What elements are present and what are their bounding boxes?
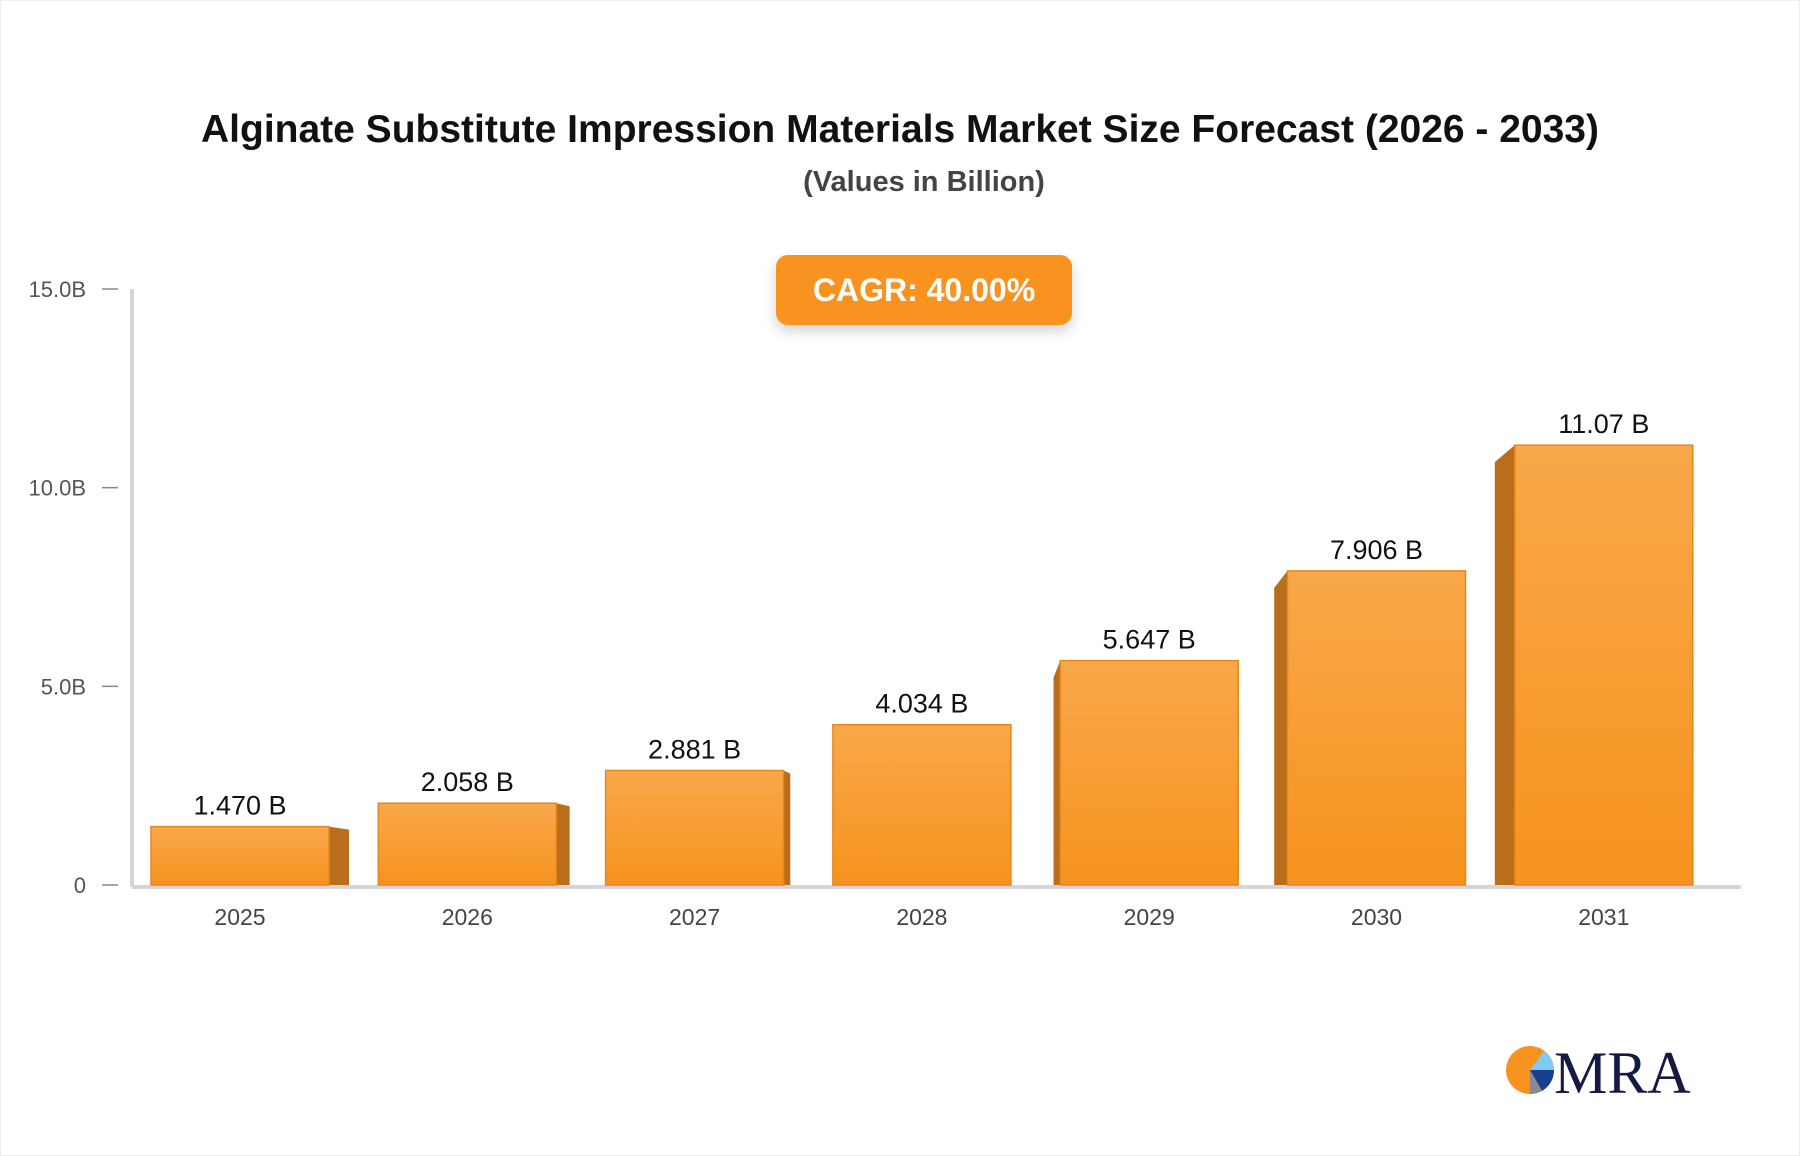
data-label: 2.058 B	[421, 767, 514, 797]
chart-title: Alginate Substitute Impression Materials…	[201, 108, 1599, 151]
data-label: 2.881 B	[648, 735, 741, 765]
bar-side-2027	[783, 770, 791, 885]
bar-2025	[150, 825, 330, 886]
mra-logo: MRA	[1506, 1040, 1691, 1106]
x-tick-label: 2027	[669, 904, 720, 930]
bar-2026	[377, 802, 558, 886]
bar-side-2025	[329, 826, 349, 885]
chart-subtitle: (Values in Billion)	[803, 166, 1045, 198]
data-label: 4.034 B	[875, 689, 968, 719]
x-tick-label: 2029	[1124, 904, 1175, 930]
cagr-badge: CAGR: 40.00%	[776, 255, 1072, 325]
x-tick-label: 2028	[896, 904, 947, 930]
x-tick-label: 2030	[1351, 904, 1402, 930]
data-label: 11.07 B	[1558, 409, 1649, 439]
data-label: 7.906 B	[1330, 535, 1423, 565]
bar-2031	[1514, 444, 1694, 886]
y-tick-label: 10.0B	[29, 476, 87, 501]
y-tick-label: 5.0B	[41, 674, 86, 699]
y-tick-label: 0	[74, 873, 86, 898]
x-tick-label: 2026	[442, 904, 493, 930]
logo-text: MRA	[1554, 1040, 1691, 1106]
bar-side-2026	[556, 803, 570, 885]
x-tick-label: 2025	[214, 904, 265, 930]
bar-2029	[1059, 659, 1239, 886]
bar-2028	[832, 723, 1012, 886]
data-label: 5.647 B	[1103, 625, 1196, 655]
bar-2030	[1286, 570, 1467, 886]
x-tick-label: 2031	[1578, 904, 1629, 930]
bar-side-2029	[1053, 660, 1061, 885]
y-tick-label: 15.0B	[29, 277, 87, 302]
bar-2027	[604, 769, 785, 886]
bar-side-2031	[1494, 445, 1515, 885]
bar-side-2030	[1274, 570, 1288, 885]
data-label: 1.470 B	[193, 791, 286, 821]
